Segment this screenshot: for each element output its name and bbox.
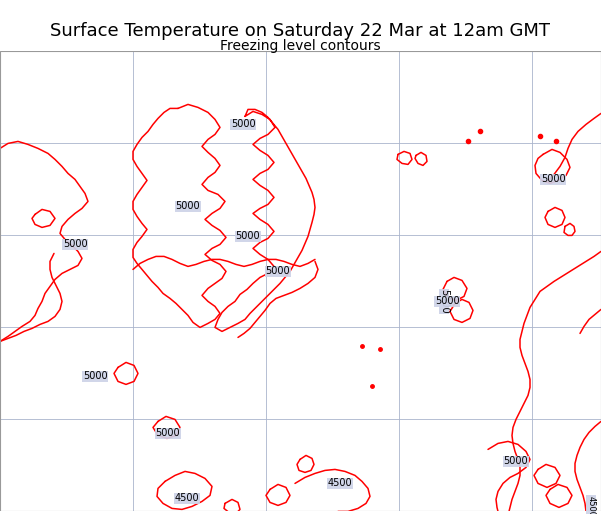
Text: 5000: 5000 [63,240,87,249]
Text: 5000: 5000 [175,201,200,211]
Text: 5000: 5000 [266,266,290,277]
Text: 5000: 5000 [439,289,449,314]
Text: 5000: 5000 [156,428,180,438]
Text: Freezing level contours: Freezing level contours [220,39,381,52]
Text: 5000: 5000 [541,174,566,185]
Text: 5000: 5000 [83,372,108,381]
Text: 4500: 4500 [587,496,596,514]
Text: 4500: 4500 [328,479,352,488]
Text: 5000: 5000 [435,297,459,306]
Text: 5000: 5000 [504,456,528,466]
Text: 4500: 4500 [175,493,200,503]
Text: 5000: 5000 [231,119,255,130]
Text: 5000: 5000 [236,231,260,242]
Text: Surface Temperature on Saturday 22 Mar at 12am GMT: Surface Temperature on Saturday 22 Mar a… [50,22,551,40]
